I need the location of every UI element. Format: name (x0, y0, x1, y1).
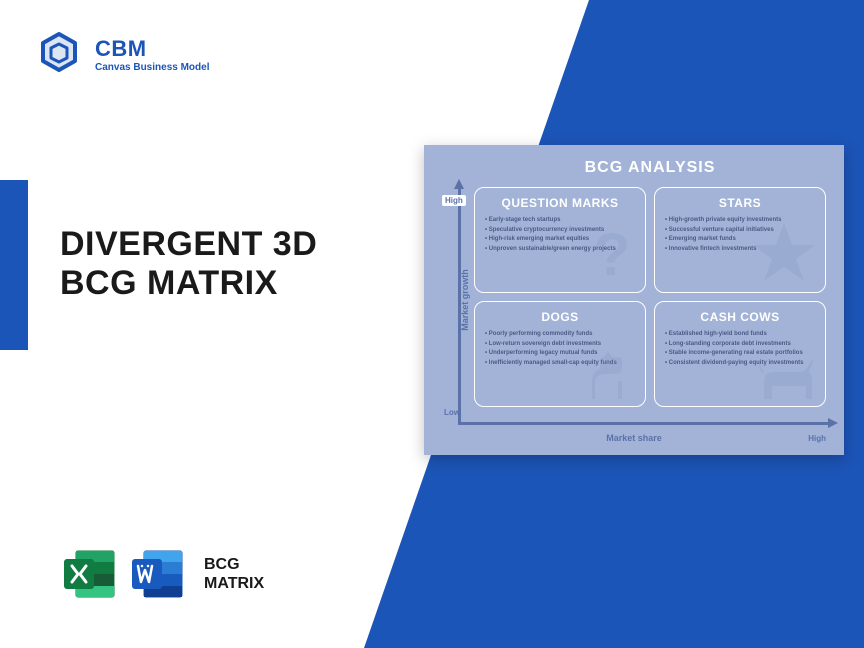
list-item: Innovative fintech investments (665, 245, 815, 255)
excel-icon (60, 545, 118, 603)
quad-items: Early-stage tech startups Speculative cr… (485, 216, 635, 254)
list-item: Poorly performing commodity funds (485, 330, 635, 340)
list-item: Unproven sustainable/green energy projec… (485, 245, 635, 255)
quadrant-dogs: DOGS Poorly performing commodity funds L… (474, 301, 646, 407)
brand-logo: CBM Canvas Business Model (35, 30, 209, 78)
list-item: Inefficiently managed small-cap equity f… (485, 359, 635, 369)
chart-title: BCG ANALYSIS (474, 159, 826, 177)
footer-label: BCG MATRIX (204, 555, 264, 593)
quad-title: CASH COWS (665, 310, 815, 324)
quad-items: High-growth private equity investments S… (665, 216, 815, 254)
list-item: Underperforming legacy mutual funds (485, 349, 635, 359)
title-line-2: BCG MATRIX (60, 264, 317, 303)
quadrant-grid: ? QUESTION MARKS Early-stage tech startu… (474, 187, 826, 407)
list-item: Early-stage tech startups (485, 216, 635, 226)
title-line-1: DIVERGENT 3D (60, 225, 317, 264)
file-format-icons: BCG MATRIX (60, 545, 264, 603)
list-item: Established high-yield bond funds (665, 330, 815, 340)
quad-items: Poorly performing commodity funds Low-re… (485, 330, 635, 368)
y-axis-label: Market growth (460, 269, 470, 331)
x-axis-label: Market share (606, 433, 662, 443)
page-title: DIVERGENT 3D BCG MATRIX (60, 225, 317, 303)
list-item: Stable income-generating real estate por… (665, 349, 815, 359)
quadrant-cash-cows: CASH COWS Established high-yield bond fu… (654, 301, 826, 407)
list-item: Low-return sovereign debt investments (485, 340, 635, 350)
list-item: Emerging market funds (665, 235, 815, 245)
quad-title: STARS (665, 196, 815, 210)
quad-items: Established high-yield bond funds Long-s… (665, 330, 815, 368)
list-item: Long-standing corporate debt investments (665, 340, 815, 350)
left-accent-bar (0, 180, 28, 350)
list-item: High-growth private equity investments (665, 216, 815, 226)
brand-tagline: Canvas Business Model (95, 62, 209, 73)
list-item: Consistent dividend-paying equity invest… (665, 359, 815, 369)
word-icon (128, 545, 186, 603)
quadrant-stars: STARS High-growth private equity investm… (654, 187, 826, 293)
quadrant-question-marks: ? QUESTION MARKS Early-stage tech startu… (474, 187, 646, 293)
x-axis-high: High (808, 434, 826, 443)
quad-title: QUESTION MARKS (485, 196, 635, 210)
footer-label-line-2: MATRIX (204, 574, 264, 593)
bcg-matrix-chart: BCG ANALYSIS Market growth Market share … (424, 145, 844, 455)
list-item: Successful venture capital initiatives (665, 226, 815, 236)
cbm-logo-icon (35, 30, 83, 78)
brand-name: CBM (95, 36, 209, 62)
footer-label-line-1: BCG (204, 555, 264, 574)
list-item: Speculative cryptocurrency investments (485, 226, 635, 236)
quad-title: DOGS (485, 310, 635, 324)
list-item: High-risk emerging market equities (485, 235, 635, 245)
y-axis-high: High (442, 195, 466, 206)
x-axis (458, 422, 830, 425)
y-axis-low: Low (444, 408, 460, 417)
